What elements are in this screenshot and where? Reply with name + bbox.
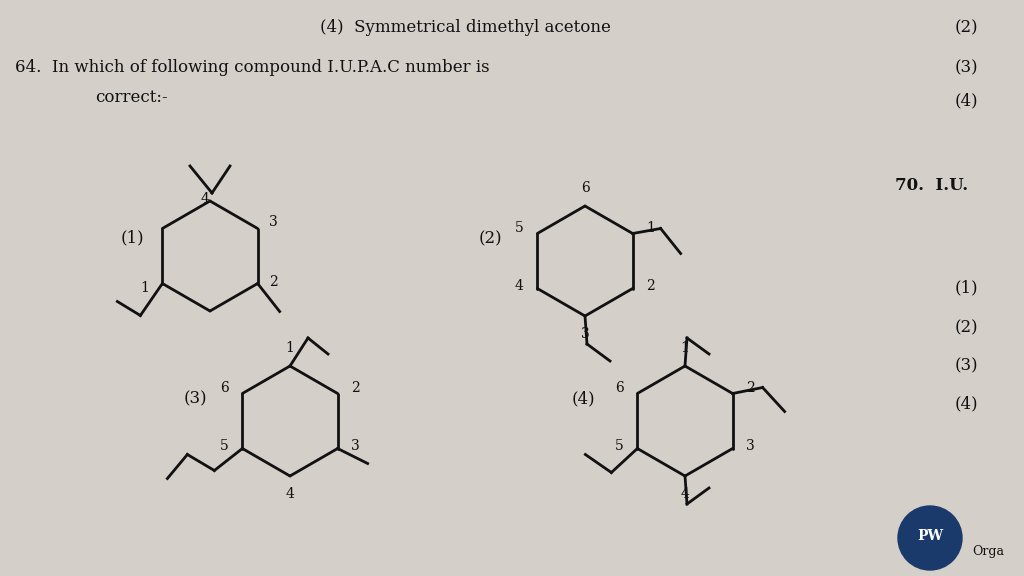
Text: (4): (4) — [571, 391, 595, 407]
Text: 1: 1 — [646, 221, 655, 234]
Text: 5: 5 — [220, 439, 228, 453]
Text: (3): (3) — [183, 391, 207, 407]
Text: 4: 4 — [681, 487, 689, 501]
Text: 64.  In which of following compound I.U.P.A.C number is: 64. In which of following compound I.U.P… — [15, 59, 489, 77]
Text: 3: 3 — [351, 439, 360, 453]
Text: correct:-: correct:- — [95, 89, 168, 107]
Text: (1): (1) — [120, 229, 143, 247]
Text: (2): (2) — [955, 320, 979, 336]
Text: (4): (4) — [955, 396, 979, 412]
Text: 3: 3 — [746, 439, 755, 453]
Text: (2): (2) — [955, 20, 979, 36]
Text: 6: 6 — [615, 381, 624, 395]
Text: 2: 2 — [746, 381, 755, 395]
Circle shape — [898, 506, 962, 570]
Text: Orga: Orga — [972, 544, 1004, 558]
Text: 2: 2 — [646, 279, 655, 294]
Text: (4)  Symmetrical dimethyl acetone: (4) Symmetrical dimethyl acetone — [319, 20, 611, 36]
Text: 4: 4 — [201, 192, 210, 206]
Text: 6: 6 — [581, 181, 590, 195]
Text: 5: 5 — [615, 439, 624, 453]
Text: 3: 3 — [581, 327, 590, 341]
Text: (4): (4) — [955, 93, 979, 109]
Text: 5: 5 — [515, 221, 523, 234]
Text: 1: 1 — [286, 341, 295, 355]
Text: (3): (3) — [955, 358, 979, 374]
Text: 2: 2 — [351, 381, 360, 395]
Text: (1): (1) — [955, 279, 979, 297]
Text: 70.  I.U.: 70. I.U. — [895, 177, 968, 195]
Text: PW: PW — [916, 529, 943, 543]
Text: (3): (3) — [955, 59, 979, 77]
Text: 6: 6 — [220, 381, 228, 395]
Text: 1: 1 — [140, 281, 148, 294]
Text: 1: 1 — [681, 341, 689, 355]
Text: (2): (2) — [478, 230, 502, 248]
Text: 4: 4 — [286, 487, 295, 501]
Text: 3: 3 — [269, 215, 278, 229]
Text: 2: 2 — [269, 275, 278, 289]
Text: 4: 4 — [515, 279, 524, 294]
